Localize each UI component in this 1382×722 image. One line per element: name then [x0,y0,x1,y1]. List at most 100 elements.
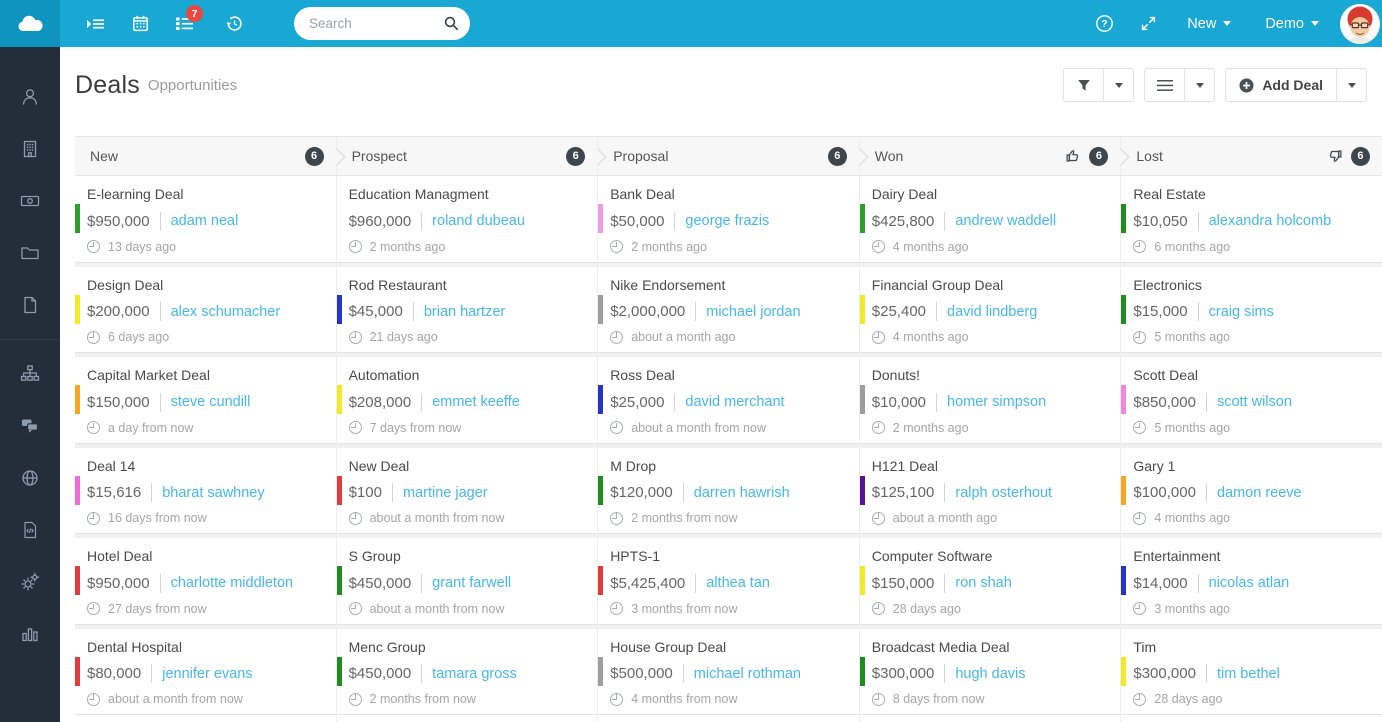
deal-card[interactable]: H121 Deal $125,100 ralph osterhout about… [859,447,1121,534]
search-icon[interactable] [444,16,459,31]
deal-title[interactable]: Entertainment [1133,548,1221,564]
deal-card[interactable]: Dental Hospital $80,000 jennifer evans a… [75,628,336,715]
calendar-icon[interactable] [118,0,162,47]
sidebar-item-teams[interactable] [0,348,60,400]
deal-title[interactable]: Donuts! [871,367,921,383]
deal-title[interactable]: Ross Deal [610,367,675,383]
deal-card[interactable]: New Deal $100 martine jager about a mont… [336,447,598,534]
deal-person-link[interactable]: steve cundill [170,394,251,410]
deal-title[interactable]: S Group [348,548,401,564]
deal-card[interactable]: Nike Endorsement $2,000,000 michael jord… [598,266,859,353]
deal-title[interactable]: Menc Group [348,638,426,655]
deal-person-link[interactable]: tamara gross [432,665,517,682]
sidebar-item-companies[interactable] [0,123,60,175]
deal-person-link[interactable]: bharat sawhney [162,484,265,501]
help-icon[interactable]: ? [1082,0,1126,47]
deal-card[interactable]: Education Managment $960,000 roland dube… [336,176,598,263]
sidebar-item-documents[interactable] [0,279,60,331]
deal-person-link[interactable]: martine jager [402,484,488,501]
new-menu[interactable]: New [1170,0,1248,47]
deal-title[interactable]: Gary 1 [1133,457,1176,474]
view-dropdown-button[interactable] [1184,68,1216,102]
deal-card[interactable]: Financial Group Deal $25,400 david lindb… [859,266,1121,353]
sidebar-item-settings[interactable] [0,556,60,608]
deal-card[interactable]: Gary 1 $100,000 damon reeve 4 months ago [1121,447,1382,534]
deal-card[interactable]: Design Deal $200,000 alex schumacher 6 d… [75,266,336,353]
deal-person-link[interactable]: emmet keeffe [432,394,520,410]
deal-person-link[interactable]: homer simpson [947,394,1047,410]
deal-person-link[interactable]: david merchant [685,394,785,410]
search-input[interactable] [294,7,470,40]
sidebar-item-web[interactable] [0,452,60,504]
deal-title[interactable]: Bank Deal [610,186,675,202]
deal-title[interactable]: Rod Restaurant [348,276,447,293]
deal-card[interactable]: Real Estate $10,050 alexandra holcomb 6 … [1121,176,1382,263]
deal-card[interactable]: Entertainment $14,000 nicolas atlan 3 mo… [1121,538,1382,625]
deal-title[interactable]: Broadcast Media Deal [871,638,1010,655]
list-view-button[interactable] [1144,68,1186,102]
deal-title[interactable]: New Deal [348,457,410,474]
deal-title[interactable]: Design Deal [87,276,164,293]
deal-card[interactable]: S Group $450,000 grant farwell about a m… [336,538,598,625]
deal-title[interactable]: Hotel Deal [87,548,153,564]
tasks-icon[interactable]: 7 [162,0,206,47]
deal-title[interactable]: Computer Software [871,548,993,564]
deal-card[interactable]: House Group Deal $500,000 michael rothma… [598,628,859,715]
deal-title[interactable]: Automation [348,367,420,383]
user-menu[interactable]: Demo [1248,0,1336,47]
sidebar-item-contacts[interactable] [0,71,60,123]
deal-person-link[interactable]: alexandra holcomb [1208,213,1332,229]
deal-person-link[interactable]: david lindberg [947,303,1038,320]
deal-title[interactable]: Financial Group Deal [871,276,1004,293]
deal-person-link[interactable]: michael rothman [693,665,801,682]
deal-title[interactable]: M Drop [610,457,657,474]
deal-card[interactable]: Tim $300,000 tim bethel 28 days ago [1121,628,1382,715]
deal-title[interactable]: Nike Endorsement [610,276,726,293]
deal-card[interactable]: Bank Deal $50,000 george frazis 2 months… [598,176,859,263]
deal-title[interactable]: Education Managment [348,186,489,202]
deal-card[interactable]: E-learning Deal $950,000 adam neal 13 da… [75,176,336,263]
deal-title[interactable]: Scott Deal [1133,367,1198,383]
deal-person-link[interactable]: michael jordan [706,303,801,320]
deal-card[interactable]: Ross Deal $25,000 david merchant about a… [598,357,859,444]
deal-title[interactable]: HPTS-1 [610,548,660,564]
sidebar-item-templates[interactable] [0,504,60,556]
app-logo[interactable] [0,0,60,47]
deal-person-link[interactable]: grant farwell [432,575,512,591]
deal-person-link[interactable]: adam neal [170,213,239,229]
deal-person-link[interactable]: hugh davis [955,665,1026,682]
notification-badge[interactable]: 7 [186,5,203,22]
deal-title[interactable]: Electronics [1133,276,1202,293]
deal-person-link[interactable]: alex schumacher [170,303,281,320]
deal-title[interactable]: H121 Deal [871,457,938,474]
deal-card[interactable]: Hotel Deal $950,000 charlotte middleton … [75,538,336,625]
deal-card[interactable]: Dairy Deal $425,800 andrew waddell 4 mon… [859,176,1121,263]
deal-card[interactable]: Menc Group $450,000 tamara gross 2 month… [336,628,598,715]
expand-icon[interactable] [1126,0,1170,47]
deal-card[interactable]: HPTS-1 $5,425,400 althea tan 3 months fr… [598,538,859,625]
deal-card[interactable]: Automation $208,000 emmet keeffe 7 days … [336,357,598,444]
deal-person-link[interactable]: nicolas atlan [1208,575,1290,591]
avatar[interactable] [1340,3,1380,44]
deal-title[interactable]: Dental Hospital [87,638,182,655]
deal-card[interactable]: Electronics $15,000 craig sims 5 months … [1121,266,1382,353]
sidebar-item-folders[interactable] [0,227,60,279]
filter-dropdown-button[interactable] [1103,68,1135,102]
deal-person-link[interactable]: brian hartzer [423,303,506,320]
history-icon[interactable] [212,0,256,47]
deal-title[interactable]: E-learning Deal [87,186,184,202]
deal-person-link[interactable]: tim bethel [1216,665,1280,682]
filter-button[interactable] [1063,68,1105,102]
deal-title[interactable]: Deal 14 [87,457,136,474]
sidebar-item-deals[interactable] [0,175,60,227]
deal-person-link[interactable]: damon reeve [1216,484,1302,501]
deal-person-link[interactable]: darren hawrish [693,484,790,501]
sidebar-item-reports[interactable] [0,608,60,660]
deal-person-link[interactable]: craig sims [1208,303,1274,320]
deal-person-link[interactable]: george frazis [685,213,770,229]
deal-title[interactable]: Tim [1133,638,1157,655]
deal-card[interactable]: Rod Restaurant $45,000 brian hartzer 21 … [336,266,598,353]
deal-person-link[interactable]: althea tan [706,575,770,591]
deal-card[interactable]: Capital Market Deal $150,000 steve cundi… [75,357,336,444]
add-deal-dropdown-button[interactable] [1336,68,1367,102]
